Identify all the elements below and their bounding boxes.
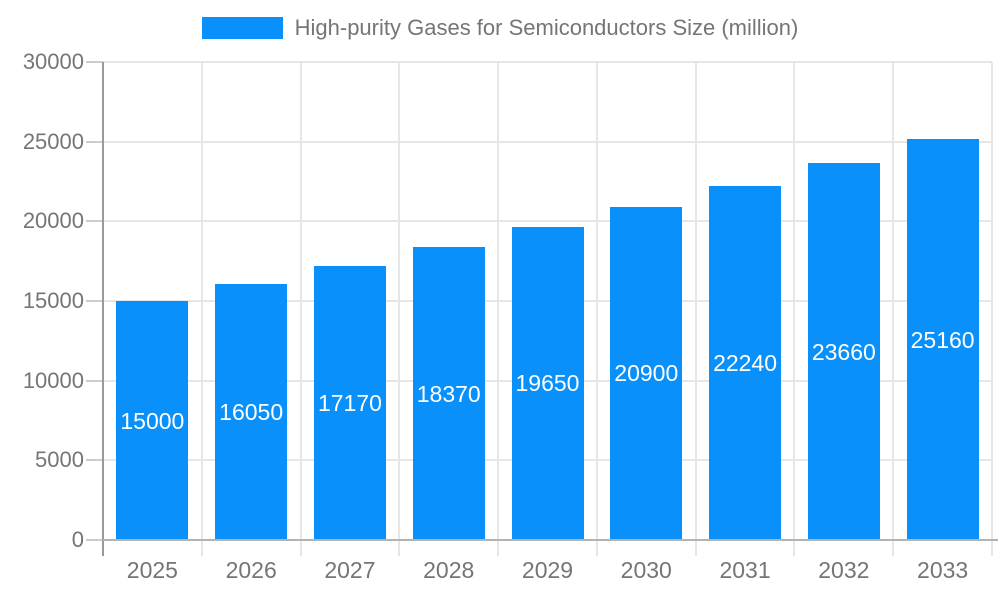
vertical-gridline (398, 62, 401, 556)
bar-value-label: 22240 (713, 349, 778, 376)
x-axis-tick-label: 2033 (917, 557, 969, 583)
y-axis-line (102, 62, 104, 556)
bar-value-label: 25160 (910, 326, 975, 353)
vertical-gridline (200, 62, 203, 556)
y-axis-tick (86, 539, 103, 541)
x-axis-tick-label: 2029 (521, 557, 574, 583)
bar-value-label: 16050 (219, 399, 284, 426)
y-axis-tick-label: 15000 (22, 288, 84, 313)
legend-label: High-purity Gases for Semiconductors Siz… (294, 15, 799, 40)
horizontal-gridline (103, 220, 992, 223)
bar-value-label: 17170 (317, 390, 382, 417)
y-axis-tick-label: 25000 (22, 128, 84, 154)
bar-2030 (610, 206, 683, 539)
bar-2031 (709, 185, 782, 539)
y-axis-tick (86, 300, 103, 302)
vertical-gridline (892, 62, 895, 556)
y-axis-tick-label: 5000 (35, 447, 84, 473)
bar-2028 (412, 247, 485, 539)
horizontal-gridline (103, 61, 992, 63)
bar-value-label: 19650 (515, 370, 580, 397)
legend-swatch (201, 17, 283, 39)
y-axis-tick (86, 61, 103, 63)
vertical-gridline (991, 62, 993, 556)
y-axis-tick (86, 220, 103, 223)
legend: High-purity Gases for Semiconductors Siz… (0, 15, 1000, 41)
bar-2032 (807, 163, 880, 539)
x-axis-tick-label: 2030 (620, 557, 672, 583)
horizontal-gridline (103, 140, 992, 143)
bar-value-label: 23660 (811, 338, 876, 365)
y-axis-tick (86, 379, 103, 382)
y-axis-tick (86, 140, 103, 143)
x-axis-tick-label: 2027 (324, 557, 376, 583)
bar-2029 (511, 226, 584, 539)
y-axis-tick-label: 0 (71, 527, 84, 552)
bar-value-label: 18370 (416, 380, 481, 407)
bar-2026 (215, 284, 288, 539)
x-axis-tick-label: 2028 (423, 557, 475, 583)
bar-value-label: 20900 (614, 360, 679, 387)
vertical-gridline (793, 62, 796, 556)
bar-2027 (313, 266, 386, 539)
x-axis-line (103, 539, 998, 541)
bar-2033 (906, 139, 979, 539)
vertical-gridline (694, 62, 697, 556)
x-axis-tick-label: 2025 (126, 557, 178, 583)
vertical-gridline (595, 62, 598, 556)
bar-2025 (116, 301, 189, 539)
y-axis-tick-label: 20000 (22, 208, 84, 234)
x-axis-tick-label: 2026 (225, 557, 277, 583)
x-axis-tick-label: 2032 (818, 557, 870, 583)
y-axis-tick (86, 459, 103, 462)
x-axis-tick-label: 2031 (719, 557, 771, 583)
vertical-gridline (497, 62, 500, 556)
bar-value-label: 15000 (120, 407, 185, 434)
y-axis-tick-label: 10000 (22, 367, 84, 393)
y-axis-tick-label: 30000 (22, 49, 84, 74)
vertical-gridline (299, 62, 302, 556)
